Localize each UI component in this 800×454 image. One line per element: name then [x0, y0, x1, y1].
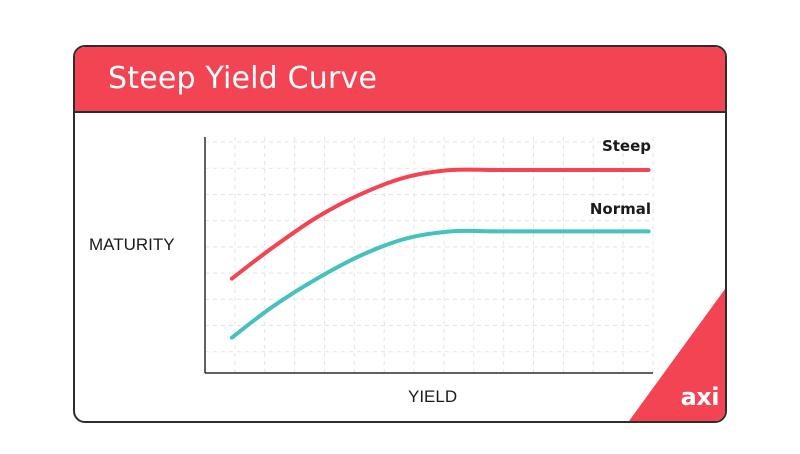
y-axis-label: MATURITY	[89, 235, 175, 254]
grid	[205, 137, 654, 373]
chart-card: Steep Yield Curve axi	[73, 45, 727, 423]
brand-corner	[629, 289, 725, 421]
axes	[204, 137, 653, 374]
axi-logo: axi	[680, 383, 720, 411]
series-label-steep: Steep	[601, 137, 651, 155]
series-lines	[229, 167, 651, 340]
series-label-normal: Normal	[589, 200, 651, 218]
chart-title: Steep Yield Curve	[108, 61, 378, 96]
series-line-normal	[229, 228, 651, 340]
series-line-steep	[229, 167, 651, 281]
x-axis-label: YIELD	[408, 387, 458, 406]
title-banner: Steep Yield Curve	[75, 47, 725, 113]
